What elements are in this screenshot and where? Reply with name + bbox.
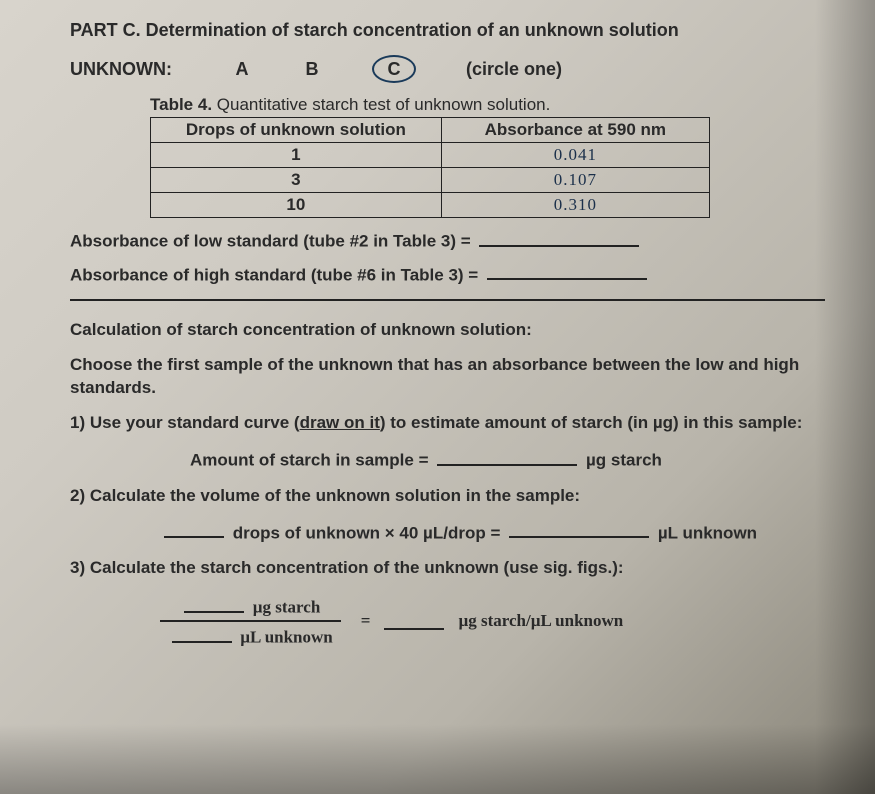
den-blank bbox=[172, 624, 232, 643]
unknown-label: UNKNOWN: bbox=[70, 59, 172, 80]
table4-caption-bold: Table 4. bbox=[150, 95, 212, 114]
circle-one-hint: (circle one) bbox=[466, 59, 562, 80]
num-unit: µg starch bbox=[253, 598, 321, 617]
abs-cell: 0.041 bbox=[441, 143, 709, 168]
choose-instruction: Choose the first sample of the unknown t… bbox=[70, 354, 825, 400]
q2: 2) Calculate the volume of the unknown s… bbox=[70, 485, 825, 508]
part-c-heading: PART C. Determination of starch concentr… bbox=[70, 20, 825, 41]
q3: 3) Calculate the starch concentration of… bbox=[70, 557, 825, 580]
abs-cell: 0.107 bbox=[441, 168, 709, 193]
table-row: 10 0.310 bbox=[151, 193, 710, 218]
table-row: 3 0.107 bbox=[151, 168, 710, 193]
drops-cell: 1 bbox=[151, 143, 442, 168]
table-header-row: Drops of unknown solution Absorbance at … bbox=[151, 118, 710, 143]
option-b: B bbox=[302, 59, 322, 80]
low-standard-blank bbox=[479, 228, 639, 247]
q1-answer-line: Amount of starch in sample = µg starch bbox=[190, 447, 825, 473]
drops-val: 3 bbox=[291, 170, 300, 189]
q1-underline: draw on it bbox=[300, 413, 380, 432]
table4-wrap: Table 4. Quantitative starch test of unk… bbox=[150, 95, 825, 218]
drops-val: 1 bbox=[291, 145, 300, 164]
drops-cell: 10 bbox=[151, 193, 442, 218]
option-c-circled: C bbox=[372, 55, 416, 83]
drops-val: 10 bbox=[286, 195, 305, 214]
q3-equation: µg starch µL unknown = µg starch/µL unkn… bbox=[150, 592, 825, 649]
divider bbox=[70, 299, 825, 301]
high-standard-label: Absorbance of high standard (tube #6 in … bbox=[70, 265, 478, 284]
col-drops-header: Drops of unknown solution bbox=[151, 118, 442, 143]
q2-blank-result bbox=[509, 520, 649, 539]
q2-blank-drops bbox=[164, 520, 224, 539]
page-shadow-bottom bbox=[0, 724, 875, 794]
q1-text-b: ) to estimate amount of starch (in µg) i… bbox=[380, 413, 803, 432]
q2-unit: µL unknown bbox=[658, 523, 757, 542]
low-standard-line: Absorbance of low standard (tube #2 in T… bbox=[70, 228, 825, 252]
calc-title: Calculation of starch concentration of u… bbox=[70, 319, 825, 342]
q1-unit: µg starch bbox=[586, 451, 662, 470]
fraction-den: µL unknown bbox=[160, 622, 341, 650]
equals-sign: = bbox=[361, 611, 371, 631]
drops-cell: 3 bbox=[151, 168, 442, 193]
table4-caption: Table 4. Quantitative starch test of unk… bbox=[150, 95, 825, 115]
result-blank bbox=[384, 612, 444, 631]
num-blank bbox=[184, 594, 244, 613]
q2-mid: drops of unknown × 40 µL/drop = bbox=[233, 523, 501, 542]
q1-blank bbox=[437, 447, 577, 466]
q1-text-a: 1) Use your standard curve ( bbox=[70, 413, 300, 432]
table-row: 1 0.041 bbox=[151, 143, 710, 168]
table4-caption-rest: Quantitative starch test of unknown solu… bbox=[212, 95, 550, 114]
unknown-row: UNKNOWN: A B C (circle one) bbox=[70, 55, 825, 83]
high-standard-blank bbox=[487, 262, 647, 281]
fraction-num: µg starch bbox=[172, 592, 328, 620]
result-unit: µg starch/µL unknown bbox=[458, 611, 623, 631]
q1-lead: Amount of starch in sample = bbox=[190, 451, 429, 470]
fraction: µg starch µL unknown bbox=[160, 592, 341, 649]
den-unit: µL unknown bbox=[240, 628, 333, 647]
low-standard-label: Absorbance of low standard (tube #2 in T… bbox=[70, 232, 471, 251]
option-a: A bbox=[232, 59, 252, 80]
high-standard-line: Absorbance of high standard (tube #6 in … bbox=[70, 262, 825, 286]
abs-cell: 0.310 bbox=[441, 193, 709, 218]
q1: 1) Use your standard curve (draw on it) … bbox=[70, 412, 825, 435]
table4: Drops of unknown solution Absorbance at … bbox=[150, 117, 710, 218]
col-abs-header: Absorbance at 590 nm bbox=[441, 118, 709, 143]
q2-answer-line: drops of unknown × 40 µL/drop = µL unkno… bbox=[160, 520, 825, 546]
